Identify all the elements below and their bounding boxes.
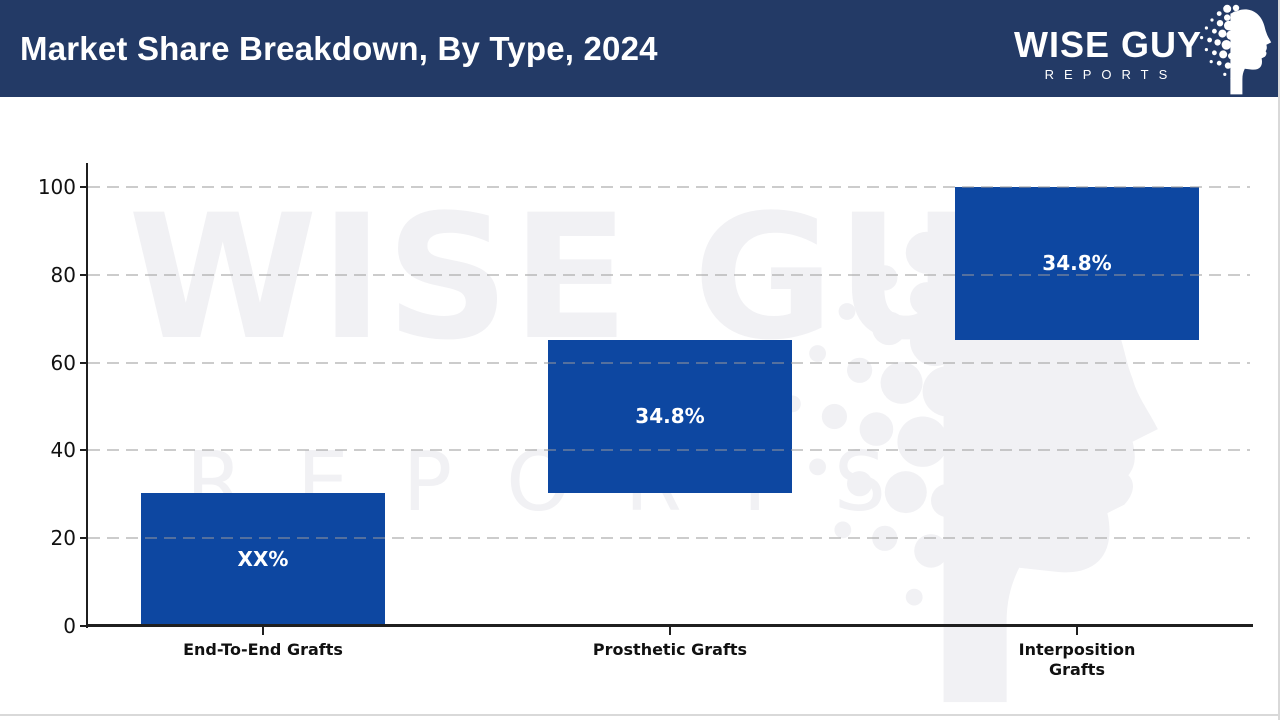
y-tick-label-80: 80 bbox=[50, 262, 76, 287]
gridline-40 bbox=[88, 449, 1250, 452]
x-axis-line bbox=[86, 624, 1253, 627]
y-tick-mark-80 bbox=[80, 273, 88, 276]
y-tick-mark-40 bbox=[80, 449, 88, 452]
chart-area: WISE GUY REPORTS bbox=[0, 97, 1280, 720]
category-label-1: End-To-End Grafts bbox=[183, 640, 343, 659]
y-tick-label-40: 40 bbox=[50, 438, 76, 463]
bar-2: 34.8% bbox=[548, 339, 792, 493]
bar-value-label: XX% bbox=[237, 547, 289, 572]
bar-value-label: 34.8% bbox=[1042, 251, 1112, 276]
logo-name: WISE GUY bbox=[1013, 24, 1202, 65]
y-tick-label-100: 100 bbox=[37, 175, 76, 199]
x-tick-mark-1 bbox=[262, 627, 264, 635]
y-axis-line bbox=[86, 163, 88, 628]
gridline-80 bbox=[88, 273, 1250, 276]
y-tick-label-20: 20 bbox=[50, 526, 76, 551]
y-tick-label-0: 0 bbox=[63, 614, 76, 638]
dotted-head-icon bbox=[1200, 4, 1272, 95]
gridline-100 bbox=[88, 186, 1250, 188]
bar-3: 34.8% bbox=[955, 187, 1199, 340]
bar-value-label: 34.8% bbox=[635, 404, 705, 429]
x-tick-mark-2 bbox=[669, 627, 671, 635]
gridline-60 bbox=[88, 361, 1250, 364]
category-label-3: Interposition Grafts bbox=[1018, 640, 1136, 679]
header-bar: Market Share Breakdown, By Type, 2024 WI… bbox=[0, 0, 1280, 97]
logo-tagline: REPORTS bbox=[1044, 67, 1178, 82]
page-title: Market Share Breakdown, By Type, 2024 bbox=[20, 29, 658, 67]
right-edge-line bbox=[1278, 0, 1280, 720]
y-tick-mark-0 bbox=[80, 625, 88, 627]
y-tick-mark-100 bbox=[80, 186, 88, 188]
bar-1: XX% bbox=[141, 492, 385, 626]
y-tick-label-60: 60 bbox=[50, 350, 76, 375]
gridline-20 bbox=[88, 537, 1250, 540]
category-label-2: Prosthetic Grafts bbox=[592, 640, 748, 659]
y-tick-mark-60 bbox=[80, 361, 88, 364]
wise-guy-logo: WISE GUY REPORTS bbox=[1014, 4, 1272, 96]
logo-text: WISE GUY REPORTS bbox=[1013, 24, 1202, 82]
x-tick-mark-3 bbox=[1076, 627, 1078, 635]
bottom-edge-line bbox=[0, 714, 1280, 716]
y-tick-mark-20 bbox=[80, 537, 88, 540]
